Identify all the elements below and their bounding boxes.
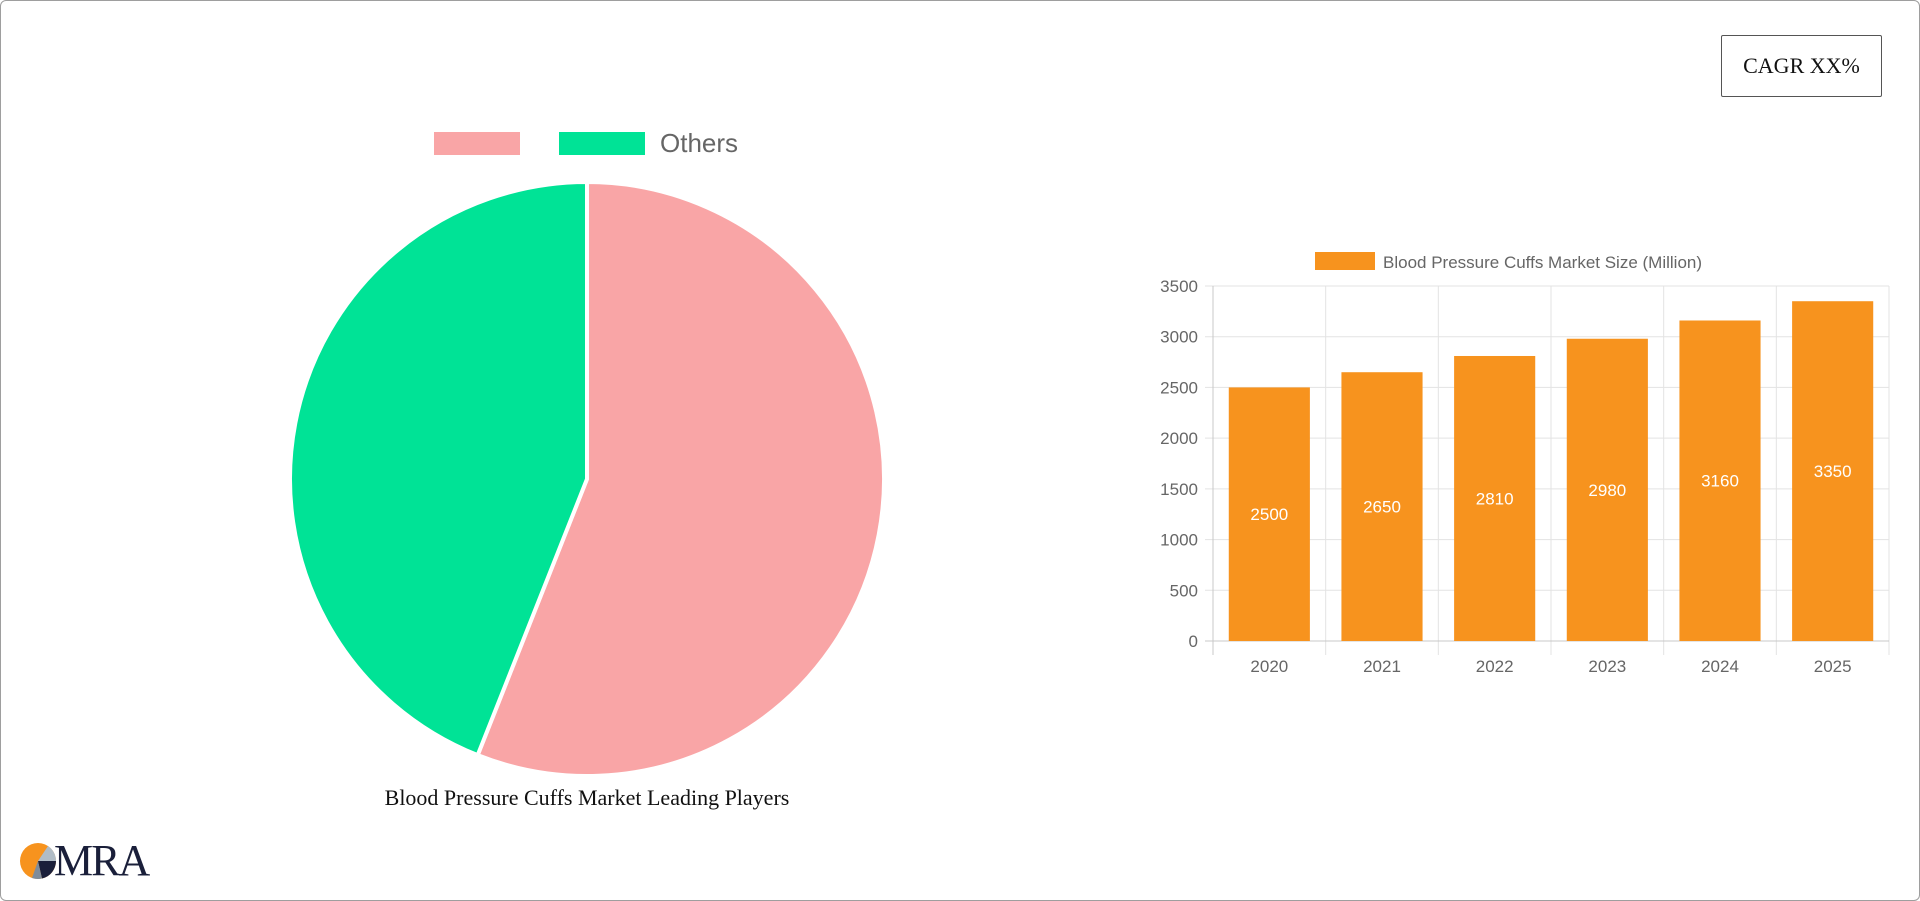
bar-2021[interactable] xyxy=(1341,372,1423,641)
bar-xtick-label-2023: 2023 xyxy=(1588,657,1626,676)
bar-xtick-label-2024: 2024 xyxy=(1701,657,1739,676)
bar-legend-label: Blood Pressure Cuffs Market Size (Millio… xyxy=(1383,253,1702,272)
mra-logo: MRA xyxy=(18,836,150,885)
bar-legend-swatch[interactable] xyxy=(1315,252,1375,270)
bar-axes: 0 500 1000 1500 2000 2500 3000 3500 2020 2021 2022… xyxy=(1160,277,1889,676)
bar-value-label-2025: 3350 xyxy=(1814,462,1852,481)
bar-ytick-label-3: 1500 xyxy=(1160,480,1198,499)
pie-legend-label-1: Others xyxy=(660,128,738,158)
bar-value-label-2020: 2500 xyxy=(1250,505,1288,524)
bar-2020[interactable] xyxy=(1228,387,1310,641)
bar-ytick-label-4: 2000 xyxy=(1160,429,1198,448)
pie-chart-title: Blood Pressure Cuffs Market Leading Play… xyxy=(384,785,790,810)
bar-xtick-label-2020: 2020 xyxy=(1250,657,1288,676)
pie-slices xyxy=(288,179,886,778)
logo-pie-icon xyxy=(20,843,57,879)
bar-xtick-label-2025: 2025 xyxy=(1814,657,1852,676)
bar-ytick-label-5: 2500 xyxy=(1160,378,1198,397)
bar-ytick-label-0: 0 xyxy=(1189,632,1198,651)
cagr-badge: CAGR XX% xyxy=(1721,35,1882,97)
bar-ytick-label-6: 3000 xyxy=(1160,328,1198,347)
pie-slice-0[interactable] xyxy=(475,179,886,778)
bar-ytick-label-2: 1000 xyxy=(1160,531,1198,550)
bar-xtick-label-2021: 2021 xyxy=(1363,657,1401,676)
bar-xtick-label-2022: 2022 xyxy=(1476,657,1514,676)
bar-value-label-2022: 2810 xyxy=(1476,489,1514,508)
bar-ytick-label-7: 3500 xyxy=(1160,277,1198,296)
bar-value-label-2024: 3160 xyxy=(1701,472,1739,491)
bar-legend: Blood Pressure Cuffs Market Size (Millio… xyxy=(1315,252,1702,272)
bar-2025[interactable] xyxy=(1792,301,1874,641)
bar-value-label-2023: 2980 xyxy=(1588,481,1626,500)
pie-chart: Others xyxy=(288,128,886,778)
pie-legend-swatch-1[interactable] xyxy=(559,132,645,155)
pie-legend: Others xyxy=(434,128,738,158)
logo-text: MRA xyxy=(54,836,150,885)
bar-marks: 2500 2650 2810 2980 3160 3350 xyxy=(1228,301,1874,641)
bar-2024[interactable] xyxy=(1679,320,1761,641)
pie-slice-1[interactable] xyxy=(288,179,589,758)
bar-ytick-label-1: 500 xyxy=(1170,581,1198,600)
bar-value-label-2021: 2650 xyxy=(1363,498,1401,517)
pie-legend-swatch-0[interactable] xyxy=(434,132,520,155)
bar-2022[interactable] xyxy=(1454,355,1536,641)
bar-2023[interactable] xyxy=(1566,338,1648,641)
